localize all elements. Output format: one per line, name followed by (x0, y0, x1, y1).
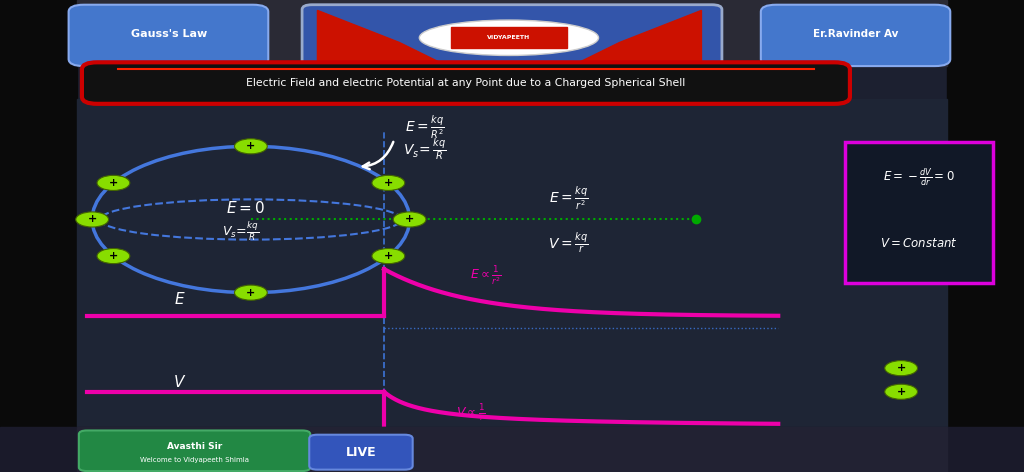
Circle shape (393, 212, 426, 227)
Text: Welcome to Vidyapeeth Shimla: Welcome to Vidyapeeth Shimla (140, 457, 249, 463)
Text: Gauss's Law: Gauss's Law (131, 29, 207, 39)
FancyBboxPatch shape (761, 5, 950, 66)
FancyBboxPatch shape (69, 5, 268, 66)
FancyArrowPatch shape (362, 142, 393, 169)
Circle shape (234, 139, 267, 154)
Text: +: + (246, 141, 256, 152)
Bar (77, 427, 947, 472)
Bar (0, 427, 1024, 472)
Bar (77, 99, 947, 430)
Text: VIDYAPEETH: VIDYAPEETH (487, 35, 530, 40)
FancyBboxPatch shape (309, 435, 413, 470)
Text: +: + (246, 287, 256, 298)
Text: +: + (384, 251, 393, 261)
Circle shape (372, 249, 404, 263)
Text: $E=\frac{kq}{R^2}$: $E=\frac{kq}{R^2}$ (406, 114, 444, 141)
Circle shape (234, 285, 267, 300)
Bar (77, 0, 947, 66)
Text: $V_s\!=\frac{kq}{R}$: $V_s\!=\frac{kq}{R}$ (403, 136, 446, 161)
Text: +: + (896, 363, 906, 373)
Text: +: + (109, 178, 118, 188)
FancyBboxPatch shape (302, 5, 722, 70)
Bar (0, 0, 77, 472)
Text: $E=\frac{kq}{r^2}$: $E=\frac{kq}{r^2}$ (549, 185, 588, 212)
Text: +: + (404, 214, 415, 225)
Polygon shape (573, 10, 701, 65)
Text: $V=\frac{kq}{r}$: $V=\frac{kq}{r}$ (548, 230, 589, 256)
Text: +: + (109, 251, 118, 261)
Circle shape (885, 384, 918, 399)
Text: $E=0$: $E=0$ (226, 200, 265, 216)
Polygon shape (317, 10, 445, 65)
Text: V: V (174, 375, 184, 390)
Text: LIVE: LIVE (346, 446, 377, 459)
Text: +: + (87, 214, 97, 225)
Text: +: + (896, 387, 906, 397)
Bar (845, 142, 993, 283)
Ellipse shape (420, 20, 598, 55)
Text: $E\propto\frac{1}{r^2}$: $E\propto\frac{1}{r^2}$ (470, 264, 503, 288)
Text: $V\propto\frac{1}{r}$: $V\propto\frac{1}{r}$ (456, 403, 486, 423)
Circle shape (97, 175, 130, 190)
Bar (947, 0, 1024, 472)
Text: Er.Ravinder Av: Er.Ravinder Av (813, 29, 899, 39)
Bar (451, 27, 567, 48)
Text: $V=Constant$: $V=Constant$ (881, 237, 957, 250)
Circle shape (76, 212, 109, 227)
Text: Avasthi Sir: Avasthi Sir (167, 442, 222, 452)
Text: +: + (384, 178, 393, 188)
Circle shape (97, 248, 130, 263)
Text: $E=-\frac{dV}{dr}=0$: $E=-\frac{dV}{dr}=0$ (884, 166, 954, 188)
Text: E: E (174, 292, 184, 307)
Circle shape (885, 361, 918, 376)
FancyBboxPatch shape (82, 62, 850, 104)
Circle shape (372, 175, 404, 190)
Text: $V_s\!=\!\frac{kq}{R}$: $V_s\!=\!\frac{kq}{R}$ (222, 219, 259, 243)
Text: Electric Field and electric Potential at any Point due to a Charged Spherical Sh: Electric Field and electric Potential at… (247, 78, 685, 88)
FancyBboxPatch shape (79, 430, 310, 471)
